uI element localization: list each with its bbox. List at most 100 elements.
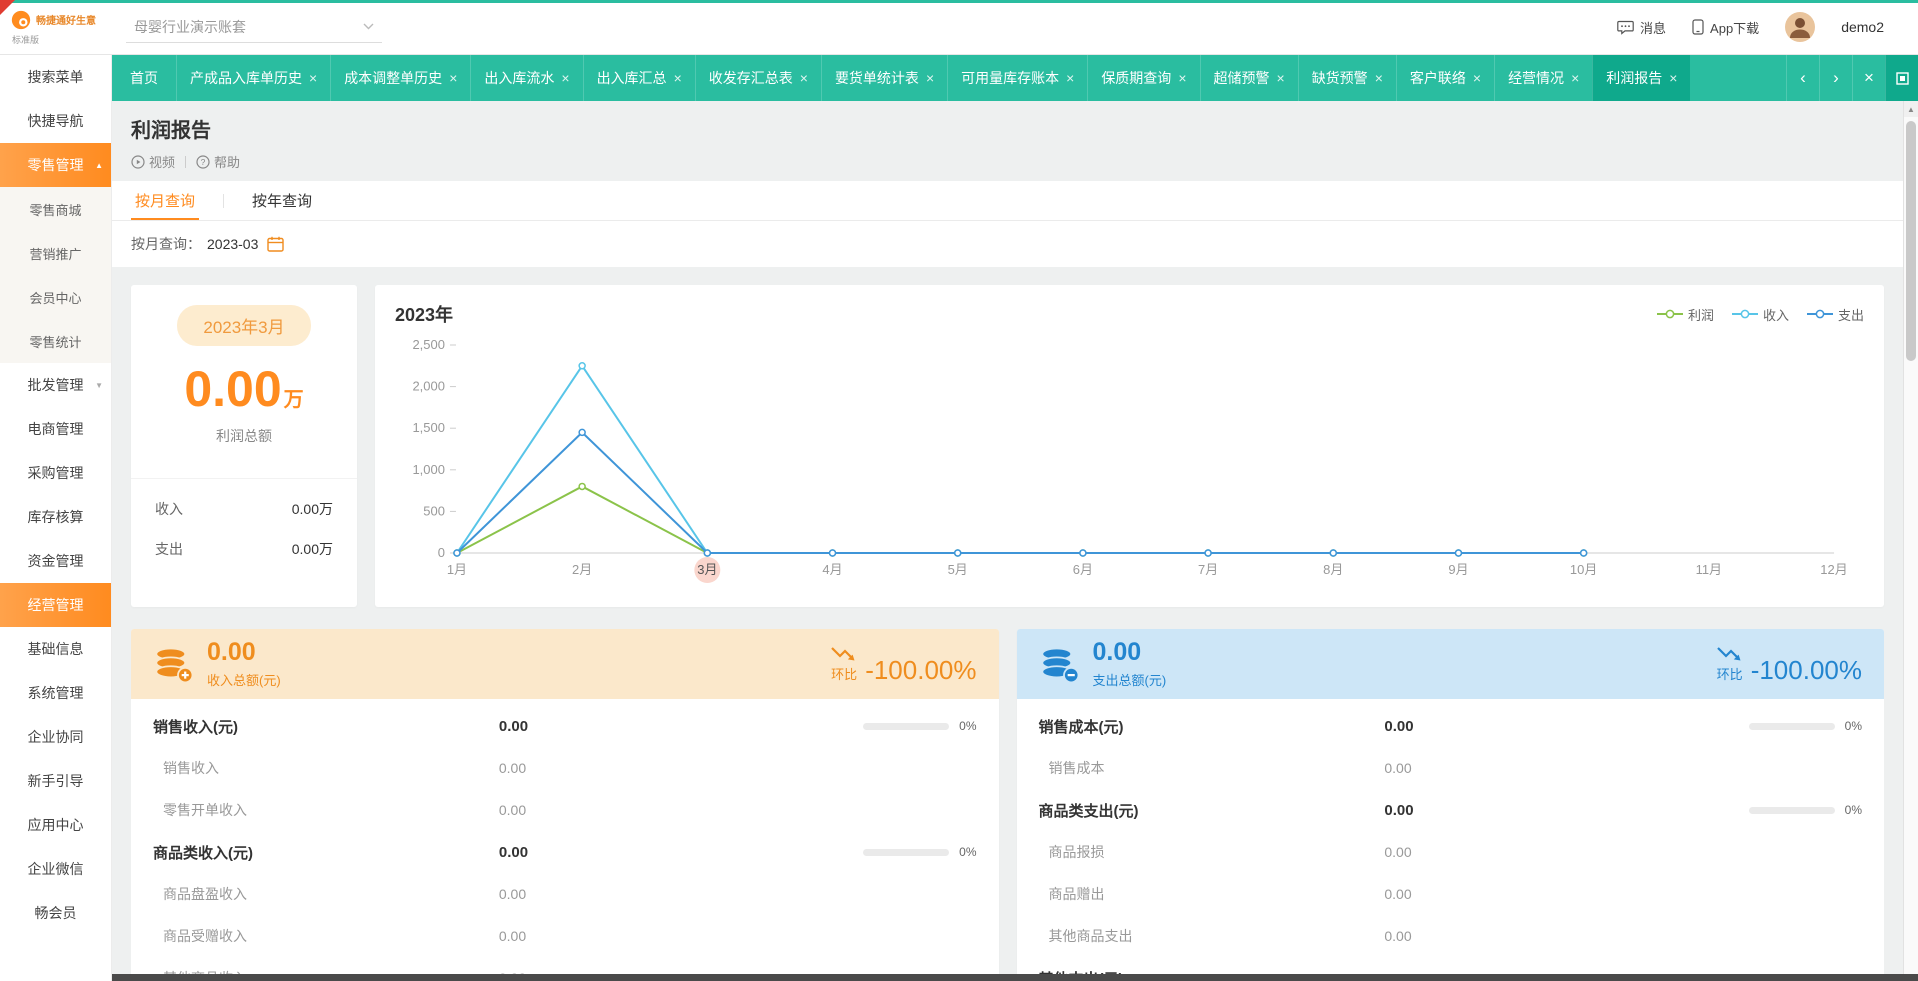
horizontal-scrollbar[interactable] — [112, 974, 1918, 981]
sidebar-item-畅会员[interactable]: 畅会员 — [0, 891, 111, 935]
tab-产成品入库单历史[interactable]: 产成品入库单历史 × — [176, 55, 330, 101]
sidebar-item-label: 零售统计 — [29, 334, 82, 350]
table-row: 其他商品支出 0.00 — [1039, 915, 1863, 957]
legend-item-收入[interactable]: 收入 — [1731, 305, 1789, 324]
sidebar-item-企业协同[interactable]: 企业协同 — [0, 715, 111, 759]
table-row: 销售成本(元) 0.00 0% — [1039, 705, 1863, 747]
tabs-close-button[interactable]: × — [1852, 55, 1885, 101]
sidebar-item-应用中心[interactable]: 应用中心 — [0, 803, 111, 847]
svg-text:8月: 8月 — [1323, 562, 1343, 577]
row-label: 商品报损 — [1048, 844, 1105, 860]
legend-marker — [1731, 309, 1758, 319]
sidebar-item-搜索菜单[interactable]: 搜索菜单 — [0, 55, 111, 99]
scrollbar-thumb[interactable] — [1906, 121, 1916, 361]
app-logo[interactable]: 畅捷通好生意 标准版 — [0, 0, 112, 54]
messages-button[interactable]: 消息 — [1617, 18, 1666, 37]
tab-缺货预警[interactable]: 缺货预警 × — [1297, 55, 1396, 101]
sidebar-item-label: 会员中心 — [29, 290, 82, 306]
calendar-icon[interactable] — [267, 236, 285, 252]
sidebar-item-营销推广[interactable]: 营销推广 — [0, 231, 111, 275]
video-button[interactable]: 视频 — [131, 152, 175, 171]
tab-close-icon[interactable]: × — [1066, 70, 1075, 86]
tab-close-icon[interactable]: × — [1472, 70, 1482, 86]
progress-percent: 0% — [1844, 719, 1862, 733]
table-row: 销售成本 0.00 — [1039, 747, 1863, 789]
tab-close-icon[interactable]: × — [449, 70, 458, 86]
summary-row-收入: 收入 0.00万 — [155, 499, 333, 519]
tab-close-icon[interactable]: × — [799, 70, 808, 86]
tab-保质期查询[interactable]: 保质期查询 × — [1087, 55, 1199, 101]
username[interactable]: demo2 — [1841, 19, 1884, 35]
fullscreen-button[interactable] — [1885, 55, 1918, 101]
row-label: 其他支出(元) — [1039, 968, 1385, 975]
tab-close-icon[interactable]: × — [1374, 70, 1383, 86]
tab-label: 客户联络 — [1409, 70, 1466, 86]
topbar-right: 消息 App下载 demo2 — [1617, 12, 1918, 42]
sidebar-item-资金管理[interactable]: 资金管理 — [0, 539, 111, 583]
row-value: 0.00 — [498, 760, 527, 776]
sidebar-item-批发管理[interactable]: 批发管理 ▼ — [0, 363, 111, 407]
legend-marker — [1656, 309, 1683, 319]
scroll-up-arrow[interactable]: ▲ — [1904, 101, 1918, 117]
row-label: 商品类收入(元) — [153, 844, 253, 862]
avatar[interactable] — [1785, 12, 1816, 42]
sidebar-item-零售商城[interactable]: 零售商城 — [0, 187, 111, 231]
tab-close-icon[interactable]: × — [561, 70, 570, 86]
svg-text:3月: 3月 — [697, 562, 717, 577]
row-value: 0.00 — [1384, 844, 1412, 860]
sidebar-item-电商管理[interactable]: 电商管理 — [0, 407, 111, 451]
sidebar-item-label: 采购管理 — [27, 465, 84, 481]
tab-超储预警[interactable]: 超储预警 × — [1199, 55, 1298, 101]
sidebar-item-快捷导航[interactable]: 快捷导航 — [0, 99, 111, 143]
tab-出入库流水[interactable]: 出入库流水 × — [470, 55, 582, 101]
sidebar-item-经营管理[interactable]: 经营管理 — [0, 583, 111, 627]
tab-label: 要货单统计表 — [834, 70, 919, 86]
tab-客户联络[interactable]: 客户联络 × — [1395, 55, 1494, 101]
tab-成本调整单历史[interactable]: 成本调整单历史 × — [330, 55, 470, 101]
tab-scroll-left-button[interactable]: ‹ — [1786, 55, 1819, 101]
tab-可用量库存账本[interactable]: 可用量库存账本 × — [947, 55, 1087, 101]
sidebar-item-零售管理[interactable]: 零售管理 ▲ — [0, 143, 111, 187]
income-total-label: 收入总额(元) — [207, 672, 281, 688]
tab-要货单统计表[interactable]: 要货单统计表 × — [820, 55, 947, 101]
tab-close-icon[interactable]: × — [1276, 70, 1285, 86]
sidebar-item-零售统计[interactable]: 零售统计 — [0, 319, 111, 363]
tab-经营情况[interactable]: 经营情况 × — [1494, 55, 1592, 101]
help-button[interactable]: ? 帮助 — [196, 152, 240, 171]
tab-close-icon[interactable]: × — [309, 70, 318, 86]
tab-close-icon[interactable]: × — [1178, 70, 1187, 86]
query-tab-按月查询[interactable]: 按月查询 — [131, 181, 200, 220]
tab-出入库汇总[interactable]: 出入库汇总 × — [582, 55, 695, 101]
table-row: 其他商品收入0.00 — [153, 957, 977, 974]
tab-首页[interactable]: 首页 — [112, 55, 176, 101]
legend-item-支出[interactable]: 支出 — [1806, 305, 1864, 324]
row-label: 销售成本 — [1048, 760, 1105, 776]
vertical-scrollbar[interactable]: ▲ — [1903, 101, 1918, 981]
row-value: 0.00 — [498, 928, 527, 944]
sidebar-item-库存核算[interactable]: 库存核算 — [0, 495, 111, 539]
tab-label: 首页 — [130, 70, 158, 86]
sidebar-item-采购管理[interactable]: 采购管理 — [0, 451, 111, 495]
sidebar-item-基础信息[interactable]: 基础信息 — [0, 627, 111, 671]
month-filter-value[interactable]: 2023-03 — [207, 236, 259, 252]
tab-close-icon[interactable]: × — [1571, 70, 1580, 86]
tab-scroll-right-button[interactable]: › — [1819, 55, 1852, 101]
sidebar-item-会员中心[interactable]: 会员中心 — [0, 275, 111, 319]
sidebar-item-系统管理[interactable]: 系统管理 — [0, 671, 111, 715]
tab-close-icon[interactable]: × — [925, 70, 935, 86]
sidebar-item-label: 营销推广 — [29, 246, 82, 262]
table-row: 零售开单收入 0.00 — [153, 789, 977, 831]
tab-利润报告[interactable]: 利润报告 × — [1592, 55, 1691, 101]
query-tab-按年查询[interactable]: 按年查询 — [252, 193, 313, 210]
sidebar-item-新手引导[interactable]: 新手引导 — [0, 759, 111, 803]
tab-close-icon[interactable]: × — [673, 70, 682, 86]
row-value: 0.00 — [498, 843, 529, 861]
legend-item-利润[interactable]: 利润 — [1656, 305, 1714, 324]
tab-close-icon[interactable]: × — [1669, 70, 1678, 86]
expense-ratio-value: -100.00% — [1750, 654, 1862, 685]
account-select[interactable]: 母婴行业演示账套 — [126, 12, 382, 43]
profit-chart[interactable]: 0 500 1,000 1,500 2,000 2,500 1月 2月 3月 4月 5月 6月 7月 8月… — [395, 331, 1864, 587]
app-download-button[interactable]: App下载 — [1692, 18, 1759, 37]
tab-收发存汇总表[interactable]: 收发存汇总表 × — [694, 55, 821, 101]
sidebar-item-企业微信[interactable]: 企业微信 — [0, 847, 111, 891]
